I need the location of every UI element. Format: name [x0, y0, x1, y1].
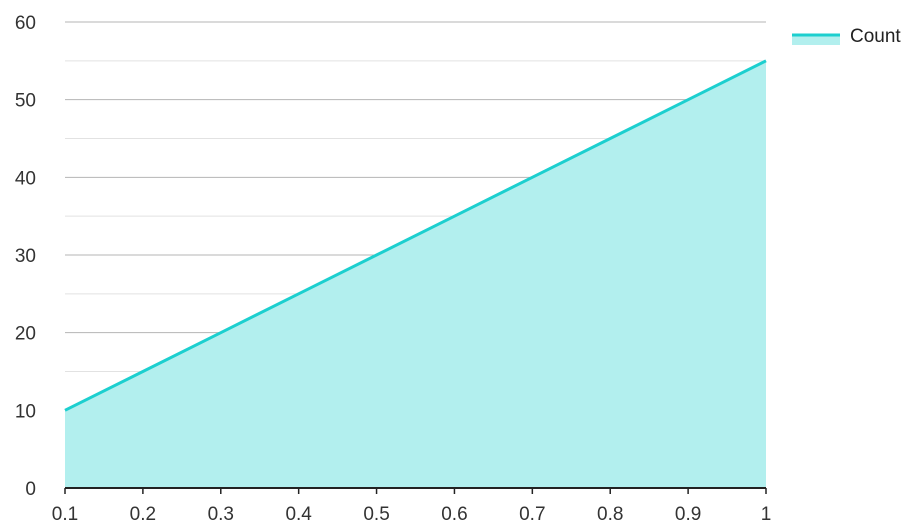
x-tick-label: 0.1	[52, 504, 78, 525]
legend-label-count: Count	[850, 26, 901, 47]
y-axis-ticks: 0 10 20 30 40 50 60	[15, 13, 36, 500]
x-tick-label: 0.6	[441, 504, 467, 525]
x-tick-label: 0.2	[130, 504, 156, 525]
y-tick-label: 0	[25, 479, 36, 500]
y-tick-label: 20	[15, 324, 36, 345]
y-tick-label: 50	[15, 91, 36, 112]
x-axis-ticks: 0.1 0.2 0.3 0.4 0.5 0.6 0.7 0.8 0.9 1	[52, 488, 772, 525]
series-area-count	[65, 60, 766, 488]
x-tick-label: 0.5	[363, 504, 389, 525]
legend[interactable]: Count	[792, 26, 901, 47]
legend-swatch-fill	[792, 34, 840, 45]
series-area-group	[64, 59, 767, 488]
y-tick-label: 10	[15, 401, 36, 422]
y-tick-label: 40	[15, 168, 36, 189]
x-tick-label: 1	[761, 504, 772, 525]
x-tick-label: 0.3	[208, 504, 234, 525]
x-tick-label: 0.7	[519, 504, 545, 525]
y-tick-label: 30	[15, 246, 36, 267]
y-tick-label: 60	[15, 13, 36, 34]
series-line-count	[64, 59, 767, 412]
x-tick-label: 0.8	[597, 504, 623, 525]
x-tick-label: 0.9	[675, 504, 701, 525]
x-tick-label: 0.4	[285, 504, 312, 525]
